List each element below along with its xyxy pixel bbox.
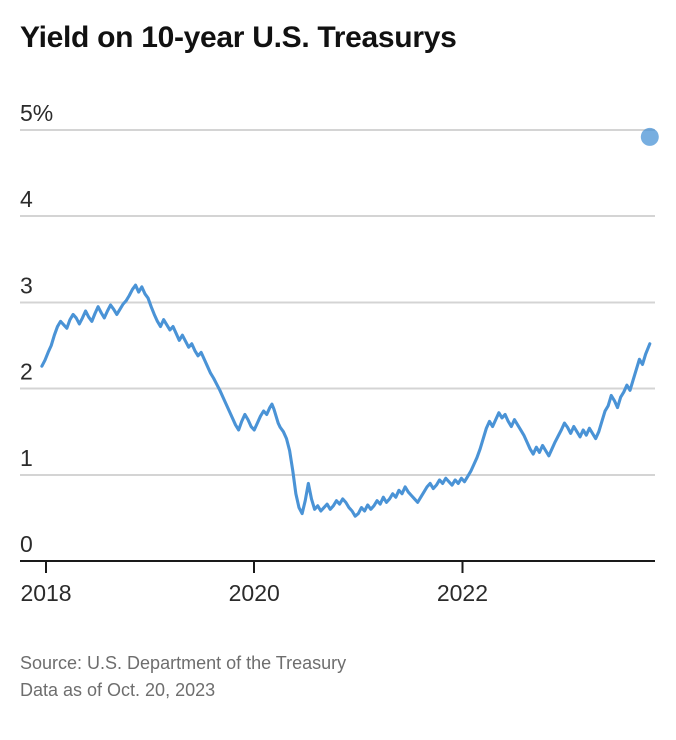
page-title: Yield on 10-year U.S. Treasurys bbox=[20, 21, 457, 54]
series-group bbox=[40, 283, 652, 518]
plot-area: 5% 4 3 2 1 0 2018 2020 2022 bbox=[20, 100, 659, 606]
y-axis-label: 1 bbox=[20, 445, 33, 471]
gridlines-group bbox=[20, 129, 655, 476]
x-axis-label: 2020 bbox=[229, 580, 280, 606]
line-chart-svg: 5% 4 3 2 1 0 2018 2020 2022 bbox=[20, 100, 659, 606]
x-axis-labels-group: 2018 2020 2022 bbox=[20, 580, 488, 606]
source-note: Source: U.S. Department of the Treasury … bbox=[20, 650, 640, 705]
y-axis-label: 3 bbox=[20, 272, 33, 298]
x-axis-label: 2022 bbox=[437, 580, 488, 606]
y-axis-label: 4 bbox=[20, 186, 33, 212]
source-line-2: Data as of Oct. 20, 2023 bbox=[20, 680, 216, 701]
source-line-1: Source: U.S. Department of the Treasury bbox=[20, 653, 347, 673]
x-axis-ticks-group bbox=[45, 561, 464, 573]
yield-line bbox=[40, 283, 652, 518]
x-axis-label: 2018 bbox=[20, 580, 71, 606]
y-axis-label: 5% bbox=[20, 100, 53, 126]
y-axis-label: 2 bbox=[20, 359, 33, 385]
endpoint-marker-group bbox=[640, 127, 659, 146]
y-axis-label: 0 bbox=[20, 531, 33, 557]
y-axis-labels-group: 5% 4 3 2 1 0 bbox=[20, 100, 53, 557]
endpoint-marker bbox=[640, 127, 659, 146]
